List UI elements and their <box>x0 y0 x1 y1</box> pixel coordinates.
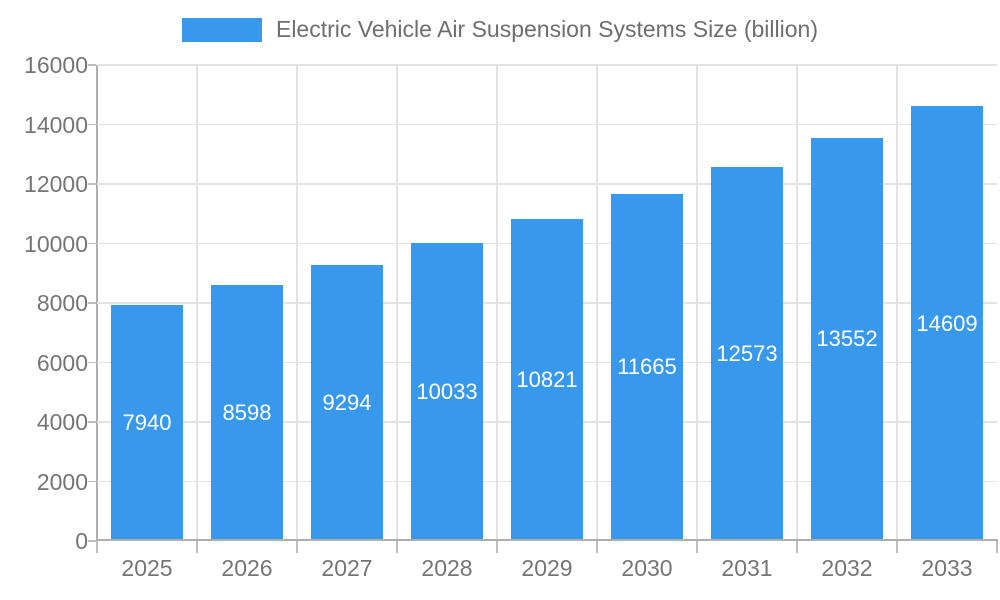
bar-value-label: 10821 <box>516 367 578 393</box>
y-gridline <box>97 183 997 185</box>
y-axis-tick <box>88 302 96 304</box>
x-gridline <box>496 65 498 541</box>
y-axis-tick <box>88 361 96 364</box>
bar-2033[interactable]: 14609 <box>911 106 983 541</box>
x-axis-label: 2028 <box>421 555 473 581</box>
x-gridline <box>796 65 798 541</box>
x-axis-label: 2027 <box>321 555 373 581</box>
y-axis-label: 4000 <box>36 409 88 435</box>
bar-2029[interactable]: 10821 <box>511 219 583 541</box>
x-axis-tick <box>396 541 398 553</box>
x-axis-tick <box>696 541 698 553</box>
plot-area: 7940 8598 9294 10033 10821 11665 12573 13552 146… <box>97 64 997 541</box>
x-axis-tick <box>296 541 298 553</box>
x-gridline <box>896 65 898 541</box>
y-gridline <box>97 123 997 126</box>
x-axis-tick <box>796 541 798 553</box>
x-axis-label: 2025 <box>121 555 173 581</box>
x-axis-label: 2026 <box>221 555 273 581</box>
y-axis-tick <box>88 540 96 542</box>
bar-2032[interactable]: 13552 <box>811 137 883 541</box>
bar-2027[interactable]: 9294 <box>311 264 383 541</box>
x-axis-tick <box>596 541 598 553</box>
x-axis-line <box>96 539 998 541</box>
x-axis-label: 2030 <box>621 555 673 581</box>
y-axis-label: 6000 <box>36 349 88 376</box>
x-axis-tick <box>196 541 198 553</box>
bar-2028[interactable]: 10033 <box>411 242 483 541</box>
y-axis-label: 12000 <box>24 171 88 197</box>
y-axis-tick <box>88 421 96 423</box>
bar-2025[interactable]: 7940 <box>111 304 183 541</box>
x-gridline <box>696 65 698 541</box>
y-axis-label: 2000 <box>36 468 88 495</box>
bar-value-label: 10033 <box>416 378 478 404</box>
y-axis-tick <box>88 242 96 245</box>
x-gridline <box>296 65 298 541</box>
bar-value-label: 8598 <box>222 400 272 426</box>
bar-value-label: 9294 <box>322 389 372 415</box>
x-gridline <box>196 65 198 541</box>
bar-2026[interactable]: 8598 <box>211 285 283 541</box>
legend: Electric Vehicle Air Suspension Systems … <box>0 16 1000 43</box>
y-axis-label: 10000 <box>24 230 88 257</box>
x-axis-label: 2029 <box>521 555 573 581</box>
bar-2030[interactable]: 11665 <box>611 193 683 541</box>
x-axis-label: 2033 <box>921 555 973 581</box>
x-axis-label: 2031 <box>721 555 773 581</box>
y-axis-label: 14000 <box>24 111 88 138</box>
bar-value-label: 13552 <box>816 326 878 352</box>
bar-value-label: 11665 <box>617 354 677 380</box>
y-axis-label: 16000 <box>24 52 88 78</box>
bar-value-label: 12573 <box>716 340 778 366</box>
y-axis-tick <box>88 183 96 185</box>
bar-2031[interactable]: 12573 <box>711 166 783 541</box>
y-axis-label: 0 <box>75 528 88 554</box>
y-gridline <box>97 64 997 66</box>
x-gridline <box>596 65 598 541</box>
x-gridline <box>396 65 398 541</box>
x-axis-tick <box>896 541 898 553</box>
x-axis-tick <box>496 541 498 553</box>
y-axis-tick <box>88 480 96 483</box>
x-axis-tick <box>96 541 98 553</box>
x-axis-label: 2032 <box>821 555 873 581</box>
y-axis-tick <box>88 123 96 126</box>
bar-value-label: 14609 <box>916 310 978 336</box>
y-axis-tick <box>88 64 96 66</box>
y-axis-label: 8000 <box>36 290 88 316</box>
legend-swatch[interactable] <box>181 17 262 42</box>
bar-value-label: 7940 <box>122 409 172 435</box>
legend-series-label: Electric Vehicle Air Suspension Systems … <box>275 16 818 42</box>
x-axis-tick <box>996 541 998 553</box>
